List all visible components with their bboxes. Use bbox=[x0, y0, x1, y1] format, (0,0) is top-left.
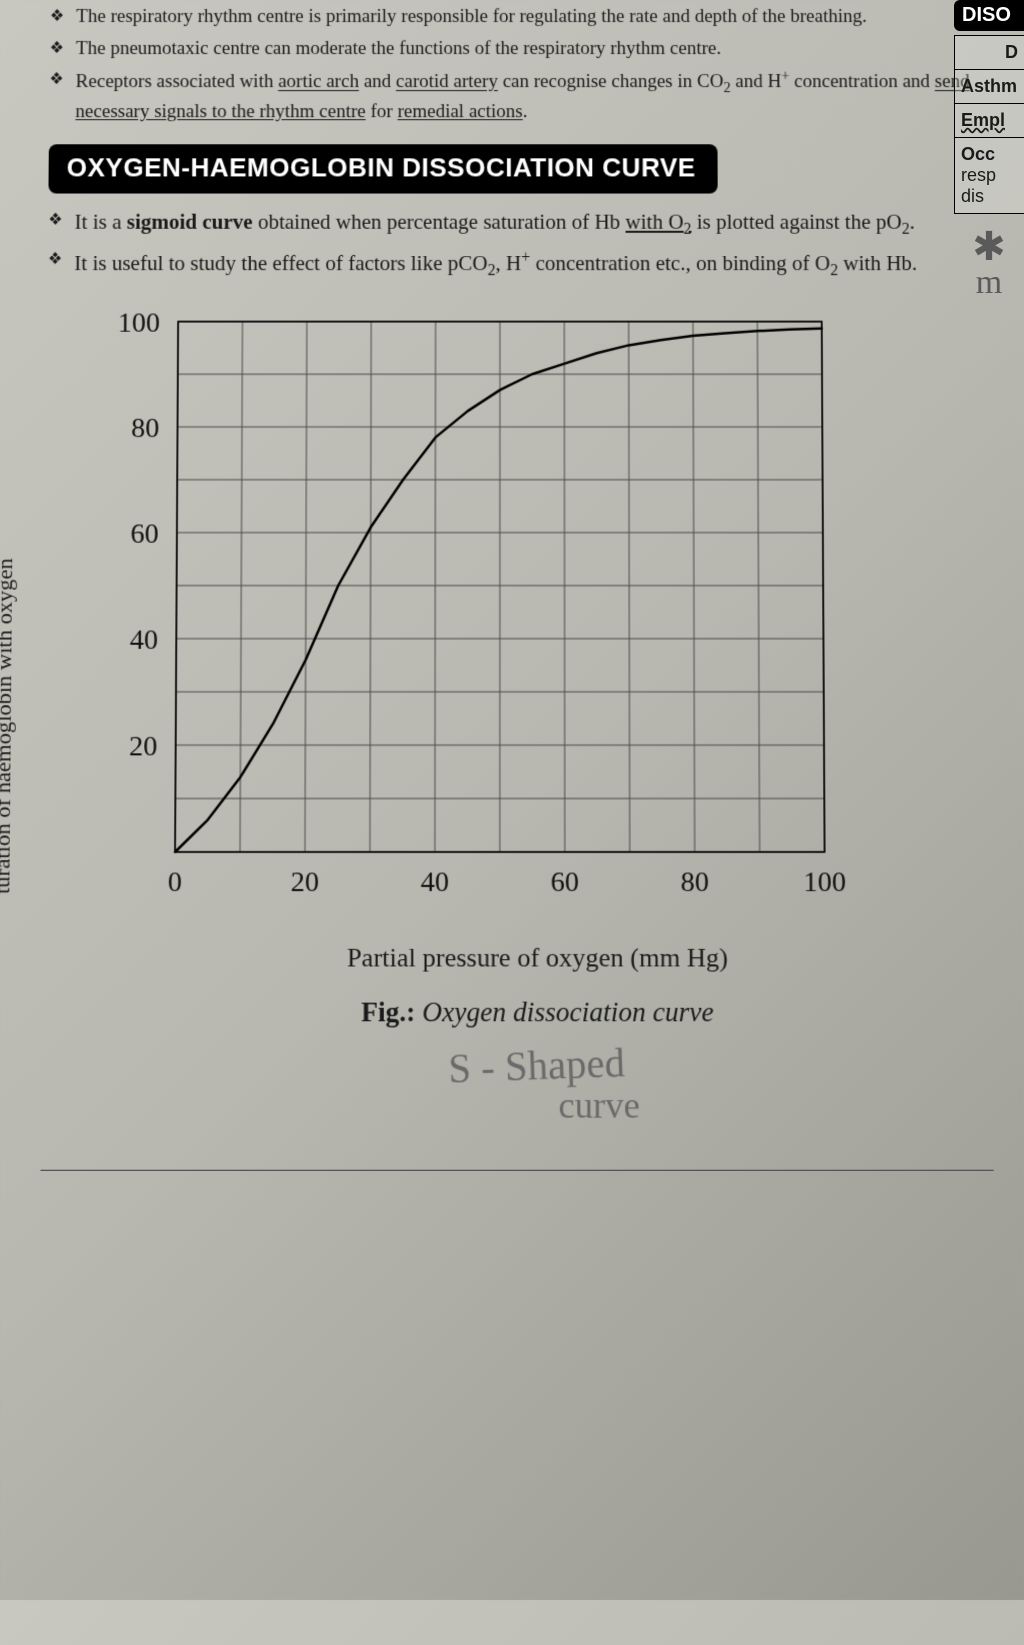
svg-text:100: 100 bbox=[118, 308, 160, 339]
bullet-marker: ❖ bbox=[50, 36, 65, 62]
chart-block: turation of haemoglobin with oxygen 0204… bbox=[41, 291, 994, 1138]
bullet-item: ❖ It is useful to study the effect of fa… bbox=[48, 247, 987, 282]
bullet-marker: ❖ bbox=[49, 67, 64, 124]
bullet-item: ❖ The pneumotaxic centre can moderate th… bbox=[50, 36, 985, 62]
svg-text:80: 80 bbox=[131, 413, 159, 444]
svg-text:20: 20 bbox=[129, 731, 158, 763]
bullet-marker: ❖ bbox=[50, 4, 65, 30]
right-cutoff-column: DISO D Asthm Empl Occ resp dis ✱ m bbox=[954, 0, 1024, 420]
svg-text:0: 0 bbox=[168, 867, 182, 899]
fig-lead: Fig.: bbox=[361, 997, 415, 1028]
right-pill: DISO bbox=[954, 0, 1024, 31]
svg-text:80: 80 bbox=[681, 867, 710, 899]
page: ❖ The respiratory rhythm centre is prima… bbox=[0, 0, 1024, 1645]
right-cell: Empl bbox=[954, 103, 1024, 138]
y-axis-label: turation of haemoglobin with oxygen bbox=[0, 558, 18, 894]
handwritten-m-icon: m bbox=[954, 264, 1024, 302]
right-cell: Occ resp dis bbox=[954, 137, 1024, 214]
svg-text:40: 40 bbox=[130, 625, 159, 657]
bullet-marker: ❖ bbox=[48, 247, 63, 282]
svg-text:60: 60 bbox=[130, 518, 158, 550]
bullet-text: The respiratory rhythm centre is primari… bbox=[76, 4, 984, 30]
bullet-item: ❖ It is a sigmoid curve obtained when pe… bbox=[48, 208, 986, 241]
figure-caption: Fig.: Oxygen dissociation curve bbox=[82, 997, 992, 1029]
divider bbox=[41, 1170, 994, 1171]
section-heading: OXYGEN-HAEMOGLOBIN DISSOCIATION CURVE bbox=[48, 145, 717, 194]
dissociation-curve-chart: 0 20 40 60 80 100 20 40 60 80 100 bbox=[83, 291, 855, 924]
bullet-text: It is a sigmoid curve obtained when perc… bbox=[75, 208, 986, 241]
right-cell: D bbox=[954, 35, 1024, 70]
bullet-text: It is useful to study the effect of fact… bbox=[74, 247, 986, 282]
bullet-item: ❖ Receptors associated with aortic arch … bbox=[49, 67, 985, 124]
right-cell: Asthm bbox=[954, 69, 1024, 104]
svg-text:20: 20 bbox=[291, 867, 320, 899]
bullet-marker: ❖ bbox=[48, 208, 63, 241]
handwriting-line: curve bbox=[558, 1084, 640, 1128]
bullet-text: The pneumotaxic centre can moderate the … bbox=[76, 36, 985, 62]
svg-text:40: 40 bbox=[421, 867, 449, 899]
x-axis-label: Partial pressure of oxygen (mm Hg) bbox=[83, 943, 992, 974]
bullet-text: Receptors associated with aortic arch an… bbox=[75, 67, 985, 124]
bullet-item: ❖ The respiratory rhythm centre is prima… bbox=[50, 4, 984, 30]
handwritten-star-icon: ✱ bbox=[954, 223, 1024, 270]
svg-text:60: 60 bbox=[551, 867, 579, 899]
handwritten-annotation: S - Shaped curve bbox=[81, 1025, 995, 1155]
fig-text: Oxygen dissociation curve bbox=[422, 997, 714, 1028]
svg-text:100: 100 bbox=[803, 867, 846, 899]
